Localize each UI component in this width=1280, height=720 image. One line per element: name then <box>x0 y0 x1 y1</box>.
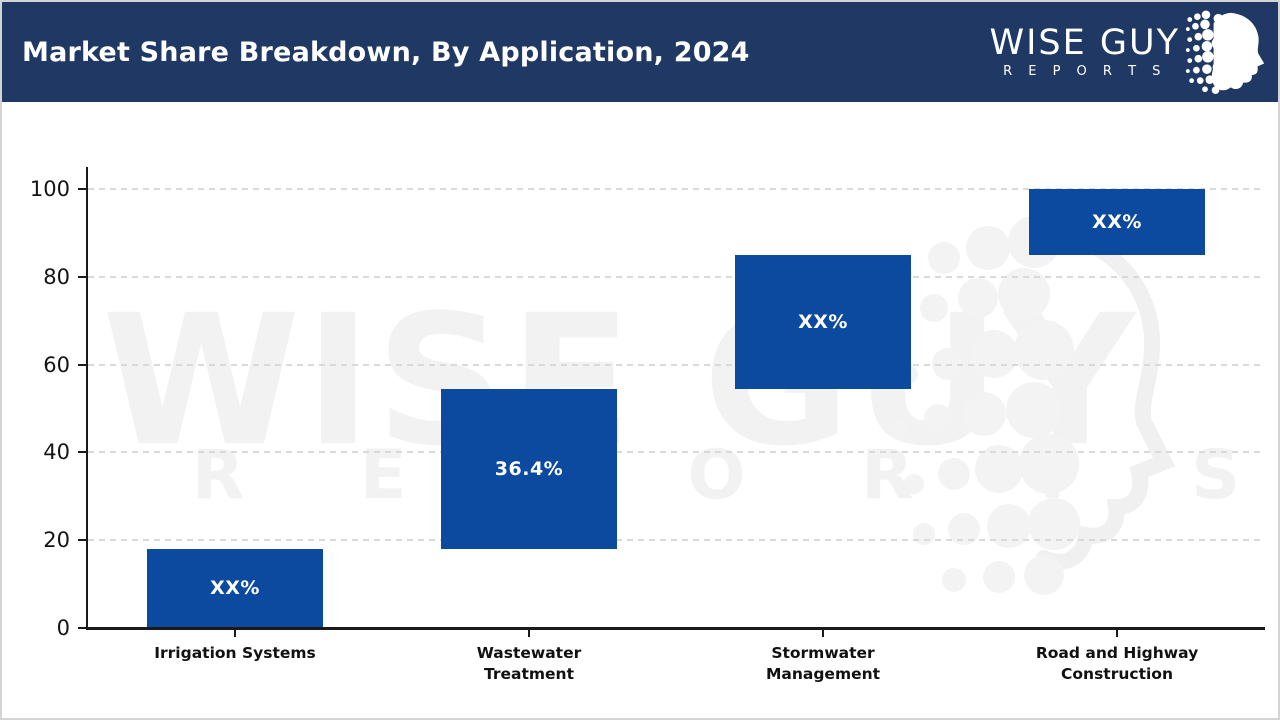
x-tick <box>1116 628 1118 637</box>
x-category-label: Wastewater Treatment <box>476 644 582 683</box>
y-tick-40 <box>78 451 87 454</box>
y-tick-label-100: 100 <box>29 176 70 201</box>
logo-wordmark: WISE GUY R E P O R T S <box>989 25 1180 79</box>
bar-segment: XX% <box>735 254 911 390</box>
page-title: Market Share Breakdown, By Application, … <box>22 36 750 68</box>
watermark-face-icon <box>884 216 1176 595</box>
y-tick-label-20: 20 <box>43 528 70 553</box>
y-tick-label-80: 80 <box>43 264 70 289</box>
gridline-40 <box>88 451 1264 454</box>
y-tick-80 <box>78 275 87 278</box>
gridline-20 <box>88 539 1264 542</box>
chart-area: WISE GUY R E P O R T S 0 20 40 60 80 100 XX% Ir… <box>2 102 1278 718</box>
x-tick <box>528 628 530 637</box>
logo-tagline: R E P O R T S <box>1003 63 1167 79</box>
logo-face-icon <box>1185 10 1265 94</box>
gridline-60 <box>88 363 1264 366</box>
x-axis-spine <box>86 627 1265 630</box>
bar-value-label: XX% <box>210 577 260 600</box>
y-tick-100 <box>78 187 87 190</box>
y-tick-20 <box>78 539 87 542</box>
bar-segment: 36.4% <box>441 389 617 549</box>
x-category-label: Road and Highway Construction <box>1035 644 1199 683</box>
wiseguy-logo: WISE GUY R E P O R T S <box>989 9 1268 95</box>
y-tick-label-0: 0 <box>56 616 70 640</box>
gridline-80 <box>88 275 1264 278</box>
bar-segment: XX% <box>147 548 323 628</box>
x-tick <box>822 628 824 637</box>
logo-name: WISE GUY <box>989 23 1180 64</box>
x-category-label: Stormwater Management <box>765 644 881 683</box>
y-tick-60 <box>78 363 87 366</box>
x-tick <box>234 628 236 637</box>
bar-value-label: 36.4% <box>494 458 564 481</box>
y-tick-label-60: 60 <box>43 352 70 377</box>
y-tick-label-40: 40 <box>43 440 70 465</box>
bar-segment: XX% <box>1029 188 1205 255</box>
y-tick-0 <box>78 627 87 629</box>
x-category-label: Irrigation Systems <box>154 644 316 662</box>
y-axis-spine <box>86 167 88 629</box>
bar-value-label: XX% <box>798 310 848 333</box>
header: Market Share Breakdown, By Application, … <box>2 2 1278 102</box>
gridline-100 <box>88 187 1264 190</box>
bar-value-label: XX% <box>1092 210 1142 233</box>
watermark-wordmark: WISE GUY <box>102 277 1140 486</box>
